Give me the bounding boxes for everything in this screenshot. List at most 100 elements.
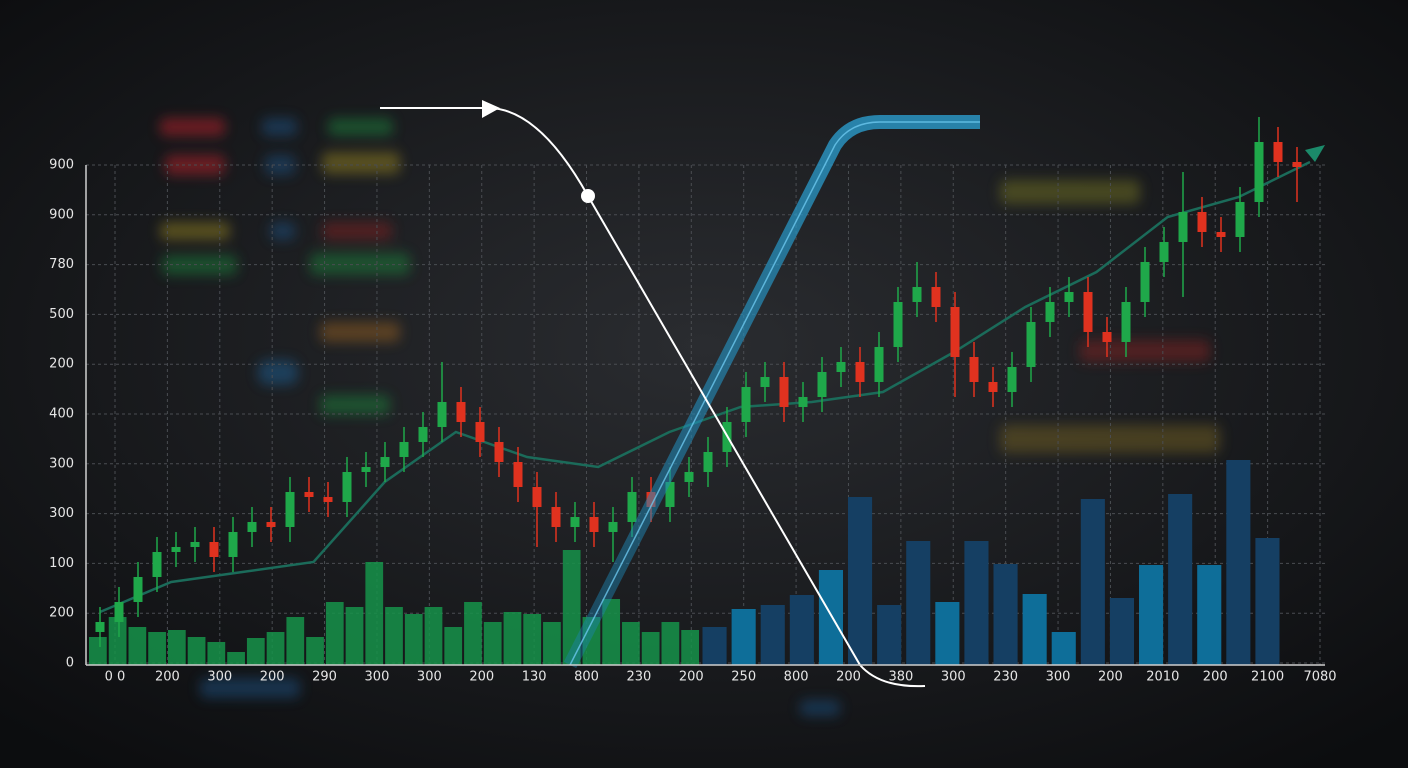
x-tick-label: 230 <box>993 670 1018 685</box>
blue-bar <box>993 564 1018 665</box>
blue-bar <box>818 570 843 665</box>
candle-body <box>665 482 675 507</box>
ma-arrow <box>1305 145 1325 162</box>
blue-bar <box>1022 594 1047 665</box>
y-tick-label: 200 <box>49 606 74 621</box>
candle-body <box>133 577 143 602</box>
candle-body <box>418 427 428 442</box>
volume-bar <box>365 562 384 665</box>
candle-body <box>171 547 181 552</box>
candle-body <box>152 552 162 577</box>
candle-body <box>1007 367 1017 392</box>
x-tick-label: 7080 <box>1303 670 1336 685</box>
white-curve <box>380 107 926 688</box>
candle-body <box>1045 302 1055 322</box>
volume-bar <box>128 627 147 665</box>
x-tick-label: 300 <box>365 670 390 685</box>
candle-body <box>361 467 371 472</box>
y-tick-label: 300 <box>49 506 74 521</box>
volume-bar <box>424 607 443 665</box>
candle-body <box>874 347 884 382</box>
volume-bar <box>148 632 166 665</box>
x-tick-label: 200 <box>155 670 180 685</box>
moving-average <box>99 160 1311 614</box>
candle-body <box>779 377 789 407</box>
candle-body <box>209 542 219 557</box>
candle-body <box>342 472 352 502</box>
candle-body <box>741 387 751 422</box>
y-tick-label: 300 <box>49 456 74 471</box>
y-tick-label: 900 <box>49 158 74 173</box>
candle-body <box>304 492 314 497</box>
candle-body <box>266 522 276 527</box>
blue-bar <box>877 605 902 665</box>
candle-body <box>1102 332 1112 342</box>
blue-bar <box>1197 565 1222 665</box>
blue-bar <box>1080 499 1105 665</box>
candle-body <box>969 357 979 382</box>
volume-bar <box>207 642 226 665</box>
candle-body <box>323 497 333 502</box>
volume-bar <box>246 638 265 665</box>
candle-body <box>627 492 637 522</box>
x-tick-label: 300 <box>1046 670 1071 685</box>
y-tick-label: 900 <box>49 207 74 222</box>
candle-body <box>399 442 409 457</box>
x-tick-label: 230 <box>626 670 651 685</box>
candle-body <box>950 307 960 357</box>
plot-area <box>86 117 1325 665</box>
candle-body <box>456 402 466 422</box>
x-tick-label: 300 <box>417 670 442 685</box>
volume-bar <box>286 617 305 665</box>
candle-body <box>988 382 998 392</box>
x-tick-label: 130 <box>522 670 547 685</box>
candle-body <box>1121 302 1131 342</box>
volume-bar <box>385 607 403 665</box>
candle-body <box>855 362 865 382</box>
volume-bar <box>483 622 502 665</box>
candle-body <box>95 622 105 632</box>
candle-body <box>608 522 618 532</box>
volume-bar <box>404 614 423 665</box>
candle-body <box>1273 142 1283 162</box>
candle-body <box>532 487 542 507</box>
candle-body <box>1292 162 1302 167</box>
y-tick-label: 100 <box>49 556 74 571</box>
candle-body <box>1254 142 1264 202</box>
trend-band-edge <box>569 121 980 666</box>
volume-bar <box>464 602 482 665</box>
x-tick-label: 300 <box>207 670 232 685</box>
x-tick-label: 200 <box>836 670 861 685</box>
blue-bar <box>1109 598 1134 665</box>
blue-bar <box>1139 565 1164 665</box>
blue-bar <box>964 541 989 665</box>
x-tick-label: 0 0 <box>105 670 126 685</box>
candle-body <box>589 517 599 532</box>
candle-body <box>703 452 713 472</box>
volume-bar <box>622 622 640 665</box>
candle-body <box>684 472 694 482</box>
volume-bar <box>602 599 621 665</box>
blue-bar <box>1255 538 1280 665</box>
blue-bar <box>1051 632 1076 665</box>
y-tick-label: 780 <box>49 257 74 272</box>
candle-body <box>437 402 447 427</box>
volume-bar <box>503 612 522 665</box>
candle-body <box>475 422 485 442</box>
volume-bar <box>444 627 463 665</box>
candle-body <box>893 302 903 347</box>
y-tick-label: 400 <box>49 407 74 422</box>
curve-point <box>581 189 595 203</box>
blue-bar <box>848 497 873 665</box>
blue-bar <box>760 605 785 665</box>
candle-body <box>247 522 257 532</box>
candle-body <box>570 517 580 527</box>
candle-body <box>1235 202 1245 237</box>
volume-bar <box>661 622 680 665</box>
x-tick-label: 250 <box>731 670 756 685</box>
candle-body <box>380 457 390 467</box>
volume-bar <box>227 652 245 665</box>
volume-bar <box>523 614 542 665</box>
arrow-head <box>482 100 500 118</box>
